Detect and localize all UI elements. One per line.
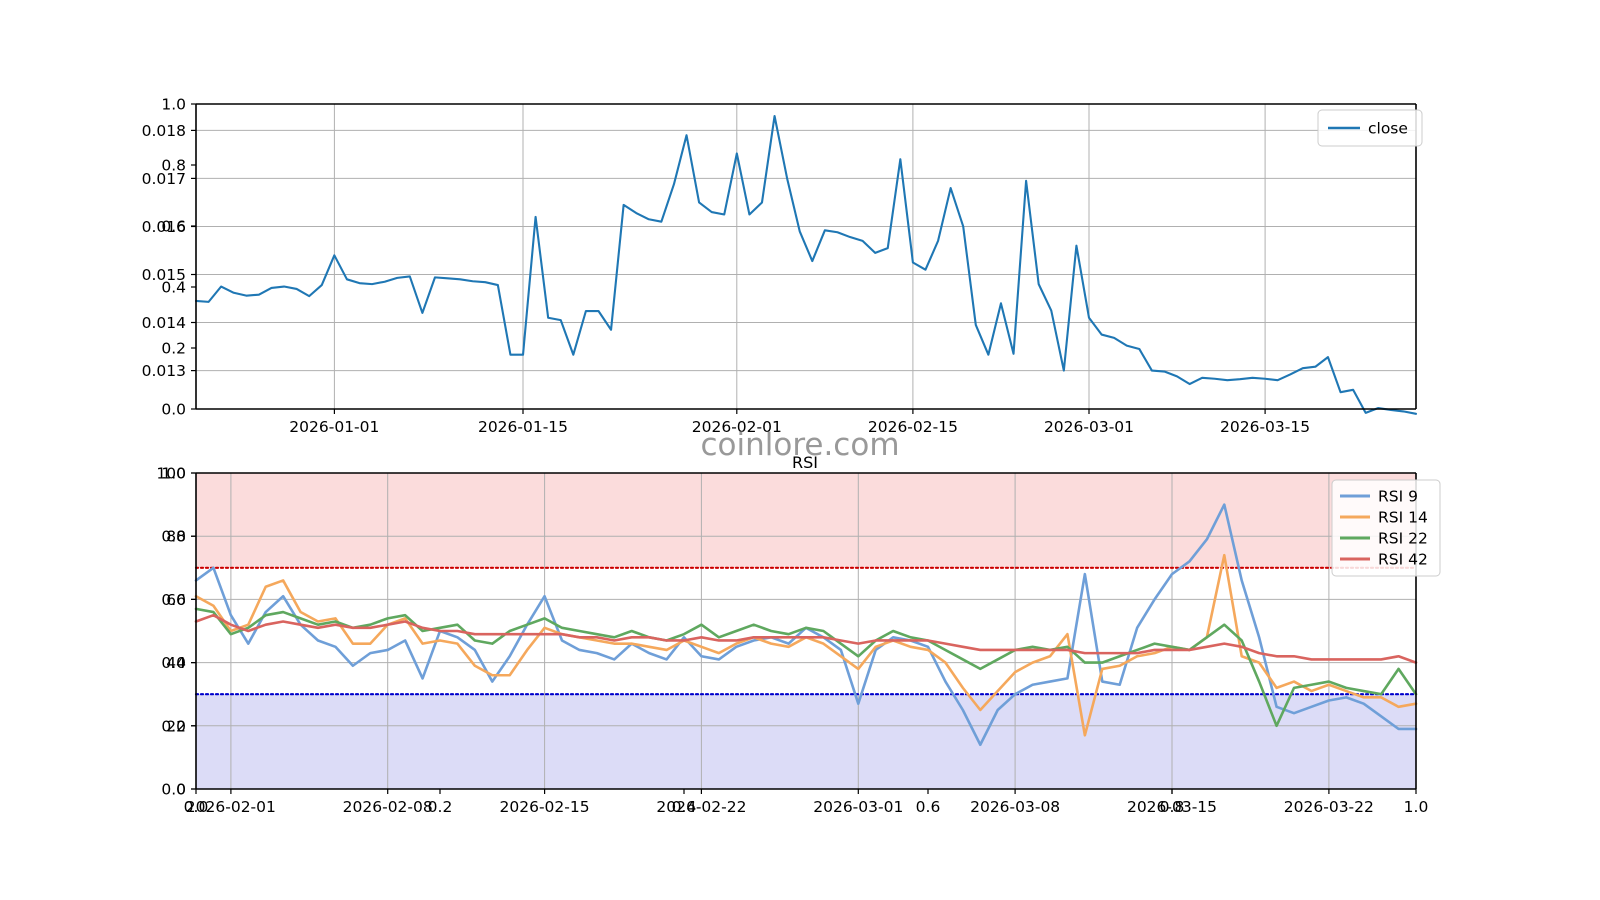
price-y-overlay-tick-label: 0.8: [161, 157, 186, 175]
price-legend-label: close: [1368, 120, 1408, 138]
rsi-x-overlay-tick-label: 0.2: [428, 798, 453, 816]
rsi-band-oversold-zone: [196, 694, 1416, 789]
rsi-y-tick-label: 40: [166, 654, 186, 672]
rsi-legend-label: RSI 9: [1378, 488, 1418, 506]
price-y-tick-label: 0.013: [142, 362, 186, 380]
rsi-legend-box: [1331, 479, 1441, 577]
rsi-band-overbought-zone: [196, 473, 1416, 568]
price-x-tick-label: 2026-01-01: [289, 418, 379, 436]
rsi-x-tick-label: 2026-03-08: [970, 798, 1060, 816]
price-line-close: [194, 114, 1418, 415]
price-y-tick-label: 0.017: [142, 170, 186, 188]
rsi-x-overlay-tick-label: 1.0: [1404, 798, 1429, 816]
rsi-y-overlay-tick-label: 0.4: [161, 654, 186, 672]
rsi-x-tick-label: 2026-02-01: [186, 798, 276, 816]
rsi-y-tick-label: 100: [156, 465, 186, 483]
price-legend-box: [1317, 109, 1423, 147]
rsi-legend-label: RSI 14: [1378, 509, 1428, 527]
rsi-y-overlay-tick-label: 0.6: [161, 591, 186, 609]
rsi-series-group: [194, 503, 1418, 747]
rsi-x-tick-label: 2026-02-22: [656, 798, 746, 816]
price-y-axis-ticks: 0.013 0.014 0.015 0.016 0.017 0.018: [142, 122, 196, 380]
rsi-y-overlay-tick-label: 1.0: [161, 465, 186, 483]
price-axes-spines: [195, 103, 1417, 410]
rsi-line-rsi-42: [194, 613, 1418, 664]
rsi-x-tick-label: 2026-03-01: [813, 798, 903, 816]
rsi-panel-title: RSI: [792, 453, 818, 472]
rsi-line-rsi-22: [194, 607, 1418, 728]
rsi-zone-bands: [196, 473, 1416, 789]
price-legend[interactable]: close: [1317, 109, 1423, 147]
watermark-label: coinlore.com: [700, 427, 899, 463]
rsi-y-tick-label: 20: [166, 717, 186, 735]
price-y-overlay-tick-label: 0.2: [161, 340, 186, 358]
rsi-chart-panel: 0 20 40 60 80 100 0.0 0.2 0.4 0.6 0.8 1.0 2026-02-…: [156, 453, 1441, 816]
rsi-x-overlay-tick-label: 0.0: [184, 798, 209, 816]
rsi-x-tick-label: 2026-02-08: [343, 798, 433, 816]
price-y-overlay-tick-label: 0.6: [161, 218, 186, 236]
rsi-x-axis-overlay-ticks: 0.0 0.2 0.4 0.6 0.8 1.0: [184, 789, 1429, 816]
rsi-x-overlay-tick-label: 0.6: [916, 798, 941, 816]
price-y-overlay-tick-label: 1.0: [161, 96, 186, 114]
rsi-x-tick-label: 2026-02-15: [500, 798, 590, 816]
price-plot-area: [196, 104, 1416, 409]
rsi-y-overlay-tick-label: 0.0: [161, 781, 186, 799]
price-x-tick-label: 2026-02-15: [868, 418, 958, 436]
rsi-legend-label: RSI 42: [1378, 551, 1428, 569]
price-x-tick-label: 2026-01-15: [478, 418, 568, 436]
rsi-y-overlay-tick-label: 0.2: [161, 717, 186, 735]
price-y-tick-label: 0.015: [142, 266, 186, 284]
rsi-legend-label: RSI 22: [1378, 530, 1428, 548]
rsi-y-tick-label: 0: [176, 781, 186, 799]
rsi-x-axis-ticks: 2026-02-01 2026-02-08 2026-02-15 2026-02-22…: [186, 789, 1374, 816]
rsi-y-axis-overlay-ticks: 0.0 0.2 0.4 0.6 0.8 1.0: [161, 465, 196, 799]
price-x-tick-label: 2026-02-01: [692, 418, 782, 436]
rsi-y-overlay-tick-label: 0.8: [161, 528, 186, 546]
price-series-group: [194, 114, 1418, 415]
rsi-y-tick-label: 60: [166, 591, 186, 609]
rsi-y-tick-label: 80: [166, 528, 186, 546]
price-x-tick-label: 2026-03-15: [1220, 418, 1310, 436]
price-y-tick-label: 0.018: [142, 122, 186, 140]
price-y-tick-label: 0.016: [142, 218, 186, 236]
price-y-axis-overlay-ticks: 0.0 0.2 0.4 0.6 0.8 1.0: [161, 96, 196, 419]
price-y-overlay-tick-label: 0.4: [161, 279, 186, 297]
price-y-overlay-tick-label: 0.0: [161, 401, 186, 419]
rsi-legend[interactable]: RSI 9 RSI 14 RSI 22 RSI 42: [1331, 479, 1441, 577]
price-y-tick-label: 0.014: [142, 314, 186, 332]
price-chart-panel: 0.013 0.014 0.015 0.016 0.017 0.018 0.0 0.2 0.4…: [142, 96, 1423, 436]
rsi-x-overlay-tick-label: 0.4: [672, 798, 697, 816]
price-x-tick-label: 2026-03-01: [1044, 418, 1134, 436]
rsi-x-tick-label: 2026-03-22: [1284, 798, 1374, 816]
price-x-axis-ticks: 2026-01-01 2026-01-15 2026-02-01 2026-02-15…: [289, 409, 1310, 436]
rsi-x-tick-label: 2026-03-15: [1127, 798, 1217, 816]
rsi-threshold-lines: [194, 566, 1418, 696]
rsi-x-overlay-tick-label: 0.8: [1160, 798, 1185, 816]
